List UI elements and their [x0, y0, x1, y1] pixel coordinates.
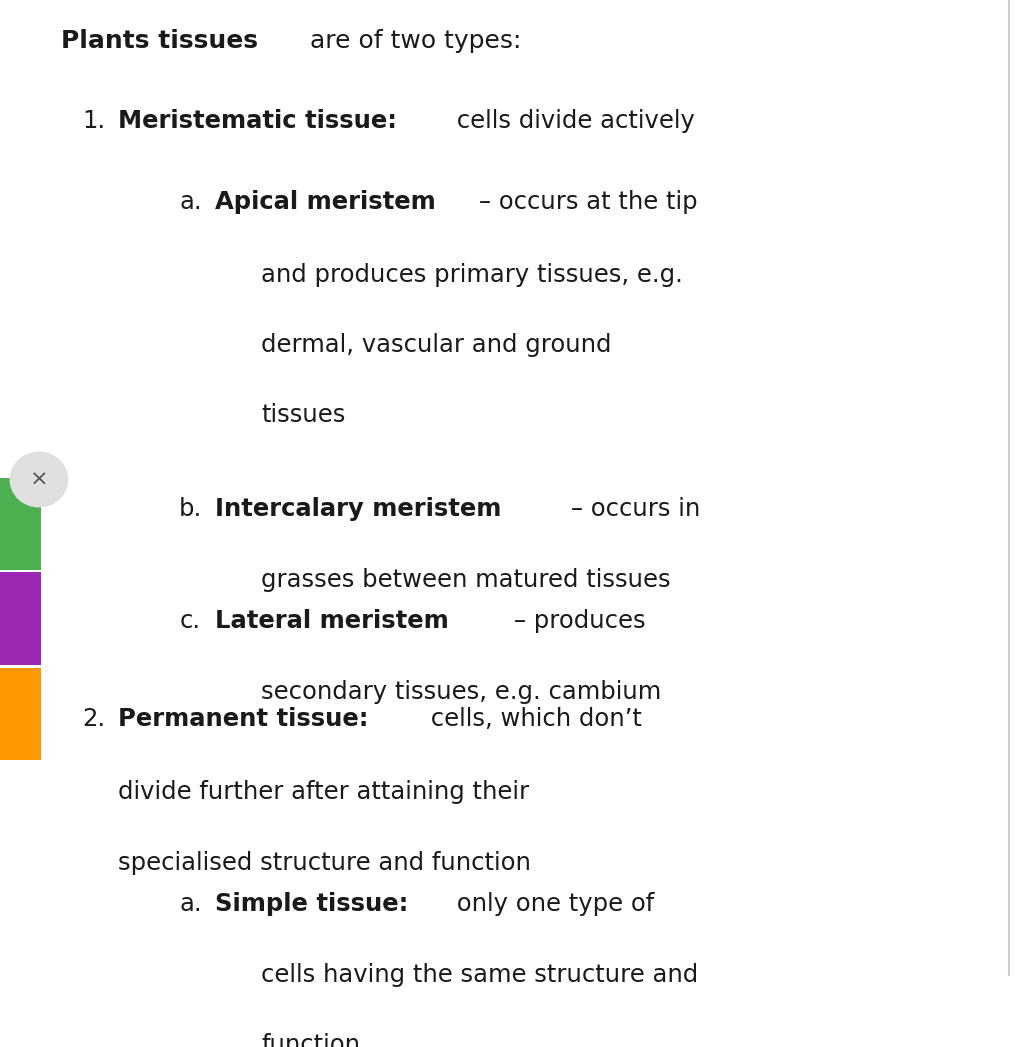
- Text: divide further after attaining their: divide further after attaining their: [118, 780, 528, 804]
- Text: cells divide actively: cells divide actively: [449, 109, 694, 133]
- Text: only one type of: only one type of: [449, 892, 653, 916]
- Text: cells having the same structure and: cells having the same structure and: [261, 963, 698, 987]
- Text: 1.: 1.: [82, 109, 105, 133]
- Text: ×: ×: [30, 469, 48, 490]
- Text: a.: a.: [179, 892, 202, 916]
- Text: a.: a.: [179, 191, 202, 214]
- Text: specialised structure and function: specialised structure and function: [118, 851, 530, 875]
- Text: – occurs in: – occurs in: [571, 497, 700, 521]
- Text: Lateral meristem: Lateral meristem: [215, 609, 449, 633]
- Text: Plants tissues: Plants tissues: [61, 29, 258, 53]
- Text: 2.: 2.: [82, 707, 105, 731]
- Text: Meristematic tissue:: Meristematic tissue:: [118, 109, 396, 133]
- Text: and produces primary tissues, e.g.: and produces primary tissues, e.g.: [261, 263, 683, 287]
- Text: Permanent tissue:: Permanent tissue:: [118, 707, 369, 731]
- FancyBboxPatch shape: [0, 477, 41, 571]
- Text: cells, which don’t: cells, which don’t: [423, 707, 642, 731]
- FancyBboxPatch shape: [0, 572, 41, 665]
- Circle shape: [10, 452, 68, 507]
- Text: b.: b.: [179, 497, 203, 521]
- Text: Apical meristem: Apical meristem: [215, 191, 436, 214]
- Text: c.: c.: [179, 609, 201, 633]
- Text: Simple tissue:: Simple tissue:: [215, 892, 409, 916]
- Text: are of two types:: are of two types:: [302, 29, 521, 53]
- Text: Intercalary meristem: Intercalary meristem: [215, 497, 502, 521]
- Text: secondary tissues, e.g. cambium: secondary tissues, e.g. cambium: [261, 681, 662, 705]
- Text: – occurs at the tip: – occurs at the tip: [479, 191, 698, 214]
- Text: dermal, vascular and ground: dermal, vascular and ground: [261, 333, 611, 357]
- Text: grasses between matured tissues: grasses between matured tissues: [261, 569, 671, 593]
- FancyBboxPatch shape: [0, 668, 41, 760]
- Text: – produces: – produces: [514, 609, 646, 633]
- Text: function: function: [261, 1033, 360, 1047]
- Text: tissues: tissues: [261, 402, 345, 426]
